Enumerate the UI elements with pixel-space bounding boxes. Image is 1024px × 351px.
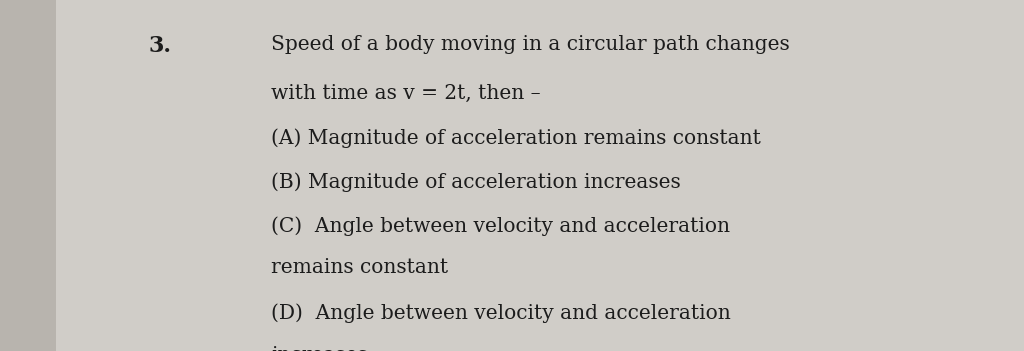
Text: (C)  Angle between velocity and acceleration: (C) Angle between velocity and accelerat… — [271, 216, 730, 236]
Bar — [0, 0, 56, 351]
Text: with time as v = 2t, then –: with time as v = 2t, then – — [271, 84, 541, 103]
Text: (D)  Angle between velocity and acceleration: (D) Angle between velocity and accelerat… — [271, 304, 731, 323]
Text: (A) Magnitude of acceleration remains constant: (A) Magnitude of acceleration remains co… — [271, 128, 761, 148]
Text: (B) Magnitude of acceleration increases: (B) Magnitude of acceleration increases — [271, 172, 681, 192]
Text: increases: increases — [271, 346, 368, 351]
Text: Speed of a body moving in a circular path changes: Speed of a body moving in a circular pat… — [271, 35, 791, 54]
Text: remains constant: remains constant — [271, 258, 449, 277]
Text: 3.: 3. — [148, 35, 171, 57]
